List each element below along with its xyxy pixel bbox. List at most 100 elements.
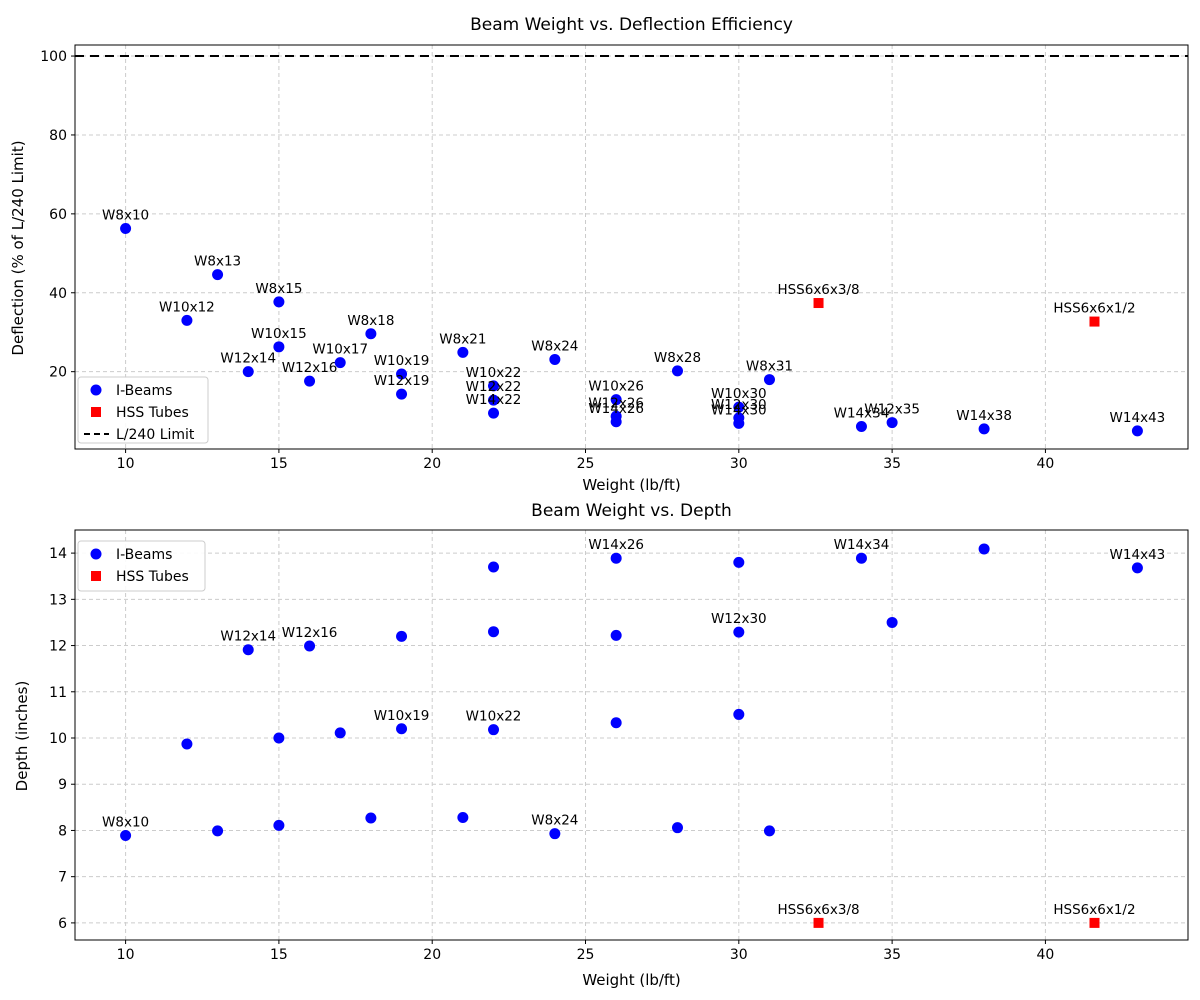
data-point	[120, 830, 132, 842]
axes-border	[74, 44, 1189, 450]
point-label: W10x15	[251, 326, 307, 342]
series-i-beams: W8x10 W12x14 W12x16 W10x19 W10x22 W8x24 W14x26…	[102, 537, 1165, 842]
point-label: W14x26	[588, 401, 644, 417]
data-point	[610, 552, 622, 564]
y-tick-label: 40	[49, 286, 67, 302]
y-tick-label: 11	[49, 685, 67, 701]
y-tick-label: 6	[58, 916, 67, 932]
point-label: W14x43	[1110, 410, 1166, 426]
point-label: W14x30	[711, 402, 767, 418]
data-point	[212, 269, 224, 281]
x-tick-label: 30	[730, 456, 748, 472]
data-point	[813, 917, 824, 928]
legend-marker-square	[91, 407, 101, 417]
data-point	[610, 717, 622, 729]
point-label: HSS6x6x3/8	[777, 902, 859, 918]
data-point	[733, 708, 745, 720]
data-point	[763, 374, 775, 386]
data-point	[181, 738, 193, 750]
x-tick-label: 25	[577, 947, 595, 963]
x-tick-label: 40	[1037, 947, 1055, 963]
data-point	[1089, 917, 1100, 928]
data-point	[396, 723, 408, 735]
data-point	[978, 423, 990, 435]
x-axis: 10 15 20 25 30 35 40	[117, 449, 1055, 472]
point-label: W14x34	[834, 406, 890, 422]
data-point	[334, 727, 346, 739]
data-point	[610, 394, 622, 406]
data-point	[396, 368, 408, 380]
depth-chart-title: Beam Weight vs. Depth	[531, 501, 732, 521]
data-point	[181, 314, 193, 326]
x-tick-label: 25	[577, 456, 595, 472]
data-point	[242, 366, 254, 378]
legend-marker-square	[91, 571, 101, 581]
point-label: HSS6x6x1/2	[1053, 902, 1135, 918]
grid	[75, 530, 1188, 940]
point-label: W12x19	[374, 373, 430, 389]
point-label: W8x31	[746, 359, 793, 375]
deflection-x-axis-label: Weight (lb/ft)	[582, 476, 681, 494]
x-tick-label: 10	[117, 947, 135, 963]
point-label: W10x26	[588, 379, 644, 395]
series-hss-tubes: HSS6x6x3/8 HSS6x6x1/2	[777, 282, 1136, 327]
point-label: W12x26	[588, 395, 644, 411]
legend: I-Beams HSS Tubes	[77, 540, 206, 592]
y-tick-label: 8	[58, 823, 67, 839]
data-point	[733, 556, 745, 568]
x-tick-label: 15	[270, 456, 288, 472]
x-tick-label: 20	[423, 947, 441, 963]
depth-chart: W8x10 W12x14 W12x16 W10x19 W10x22 W8x24 W14x26…	[49, 529, 1189, 963]
data-point	[855, 552, 867, 564]
data-point	[334, 357, 346, 369]
y-tick-label: 100	[40, 49, 67, 65]
point-label: W10x12	[159, 299, 215, 315]
legend-marker-circle	[90, 548, 102, 560]
data-point	[855, 421, 867, 433]
data-point	[273, 732, 285, 744]
data-point	[120, 222, 132, 234]
point-label: W12x35	[864, 402, 920, 418]
series-i-beams: W8x10 W10x12 W8x13 W12x14 W8x15 W10x15 W12x16 W…	[102, 207, 1166, 437]
point-label: HSS6x6x1/2	[1053, 301, 1135, 317]
y-tick-label: 60	[49, 207, 67, 223]
y-tick-label: 7	[58, 870, 67, 886]
point-label: W14x26	[588, 537, 644, 553]
legend-label: HSS Tubes	[116, 405, 189, 421]
legend-label: L/240 Limit	[116, 427, 195, 443]
data-point	[273, 341, 285, 353]
point-label: W8x24	[531, 813, 578, 829]
legend-box	[77, 540, 206, 592]
point-label: W12x30	[711, 397, 767, 413]
point-label: W12x14	[220, 629, 276, 645]
data-point	[733, 401, 745, 413]
y-tick-label: 12	[49, 639, 67, 655]
data-point	[273, 819, 285, 831]
point-label: W12x30	[711, 611, 767, 627]
series-hss-tubes: HSS6x6x3/8 HSS6x6x1/2	[777, 902, 1136, 928]
point-label: W8x18	[347, 313, 394, 329]
data-point	[763, 825, 775, 837]
data-point	[457, 346, 469, 358]
data-point	[365, 812, 377, 824]
data-point	[671, 822, 683, 834]
data-point	[396, 630, 408, 642]
point-label: W12x16	[282, 360, 338, 376]
x-tick-label: 35	[883, 947, 901, 963]
data-point	[671, 365, 683, 377]
y-tick-label: 9	[58, 777, 67, 793]
y-axis: 20 40 60 80 100	[40, 49, 75, 381]
point-label: W8x28	[654, 350, 701, 366]
data-point	[733, 626, 745, 638]
x-axis: 10 15 20 25 30 35 40	[117, 940, 1055, 963]
data-point	[304, 640, 316, 652]
point-label: W8x13	[194, 254, 241, 270]
point-label: W12x16	[282, 625, 338, 641]
legend-box	[77, 376, 209, 444]
x-tick-label: 40	[1037, 456, 1055, 472]
x-tick-label: 10	[117, 456, 135, 472]
data-point	[610, 629, 622, 641]
point-label: W14x22	[466, 392, 522, 408]
data-point	[886, 417, 898, 429]
y-tick-label: 14	[49, 546, 67, 562]
